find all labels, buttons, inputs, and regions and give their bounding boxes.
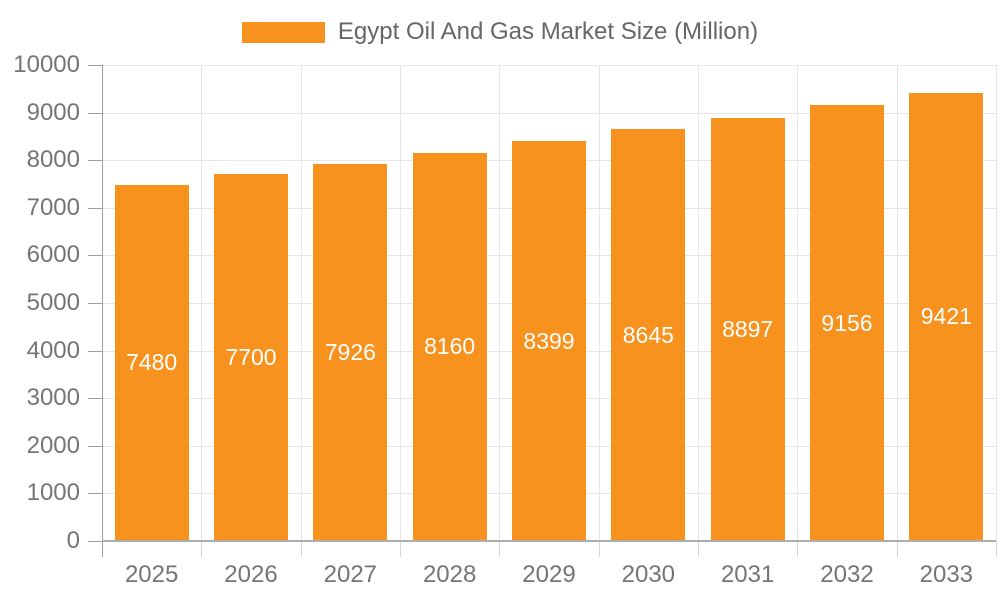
bar-value-label: 7700 — [225, 344, 277, 371]
y-axis-tick-label: 1000 — [26, 479, 80, 507]
bar-2033[interactable]: 9421 — [909, 92, 984, 541]
y-axis-tick-label: 7000 — [26, 193, 80, 221]
y-axis-tick-label: 9000 — [26, 98, 80, 126]
y-gridline — [102, 65, 996, 66]
x-gridline — [598, 65, 600, 541]
bar-2030[interactable]: 8645 — [611, 129, 686, 541]
x-axis-tick-label: 2031 — [720, 561, 775, 588]
bar-value-label: 8897 — [722, 315, 774, 342]
bar-2027[interactable]: 7926 — [313, 163, 388, 541]
bar-value-label: 8160 — [424, 333, 476, 360]
bar-value-label: 8399 — [523, 327, 575, 354]
x-axis-tick-label: 2027 — [323, 561, 378, 588]
y-axis-tick — [88, 398, 102, 400]
x-gridline — [996, 65, 997, 541]
x-gridline — [797, 65, 799, 541]
y-axis-tick-label: 0 — [66, 527, 80, 554]
y-axis-tick-label: 3000 — [26, 384, 80, 412]
x-axis-tick — [598, 541, 600, 557]
x-gridline — [896, 65, 898, 541]
legend-swatch-icon — [241, 21, 325, 43]
x-axis-line — [102, 540, 996, 542]
bar-2029[interactable]: 8399 — [512, 141, 586, 541]
x-axis-tick-label: 2032 — [820, 561, 874, 588]
x-axis-tick — [896, 541, 898, 557]
x-gridline — [698, 65, 699, 541]
x-axis-tick — [797, 541, 799, 557]
y-axis-tick — [88, 303, 102, 304]
y-axis-tick — [88, 112, 102, 114]
y-axis-tick-label: 5000 — [26, 289, 80, 316]
y-axis-tick — [88, 541, 102, 542]
y-axis-tick-label: 4000 — [26, 336, 80, 364]
x-gridline — [300, 65, 302, 541]
x-axis-tick-label: 2025 — [124, 561, 179, 588]
bar-value-label: 9156 — [821, 309, 873, 336]
x-axis-tick — [400, 541, 401, 557]
legend-label: Egypt Oil And Gas Market Size (Million) — [337, 18, 759, 45]
bar-value-label: 8645 — [622, 321, 674, 348]
y-axis-tick — [88, 445, 102, 447]
y-axis-tick — [88, 350, 102, 352]
y-axis-tick — [88, 207, 102, 209]
bar-2025[interactable]: 7480 — [114, 184, 189, 541]
y-axis-tick — [88, 65, 102, 66]
y-axis-tick-label: 2000 — [26, 431, 80, 459]
x-axis-tick — [996, 541, 997, 557]
bar-value-label: 9421 — [920, 303, 972, 330]
x-axis-tick — [300, 541, 302, 557]
x-axis-tick — [499, 541, 501, 557]
y-axis-tick — [88, 255, 102, 257]
y-axis-tick-label: 6000 — [26, 241, 80, 269]
x-gridline — [201, 65, 203, 541]
bar-value-label: 7480 — [126, 349, 178, 376]
legend-item[interactable]: Egypt Oil And Gas Market Size (Million) — [241, 18, 759, 46]
y-axis-tick-label: 8000 — [26, 146, 80, 174]
x-gridline — [499, 65, 501, 541]
chart-legend: Egypt Oil And Gas Market Size (Million) — [0, 18, 1000, 46]
x-axis-tick-label: 2028 — [422, 561, 477, 588]
y-axis-line — [102, 65, 103, 557]
bar-2031[interactable]: 8897 — [710, 117, 785, 541]
y-axis-tick-label: 10000 — [13, 51, 80, 78]
x-gridline — [400, 65, 401, 541]
y-axis-tick — [88, 160, 102, 162]
x-axis-tick — [698, 541, 699, 557]
x-axis-tick-label: 2029 — [522, 561, 576, 588]
y-axis-tick — [88, 493, 102, 495]
x-axis-tick-label: 2030 — [621, 561, 676, 588]
bar-2032[interactable]: 9156 — [810, 105, 884, 541]
y-gridline — [102, 112, 996, 114]
bar-2026[interactable]: 7700 — [214, 174, 288, 541]
x-axis-tick-label: 2026 — [224, 561, 278, 588]
bar-2028[interactable]: 8160 — [412, 152, 487, 541]
bar-value-label: 7926 — [324, 338, 376, 365]
x-axis-tick — [201, 541, 203, 557]
x-axis-tick-label: 2033 — [919, 561, 974, 588]
